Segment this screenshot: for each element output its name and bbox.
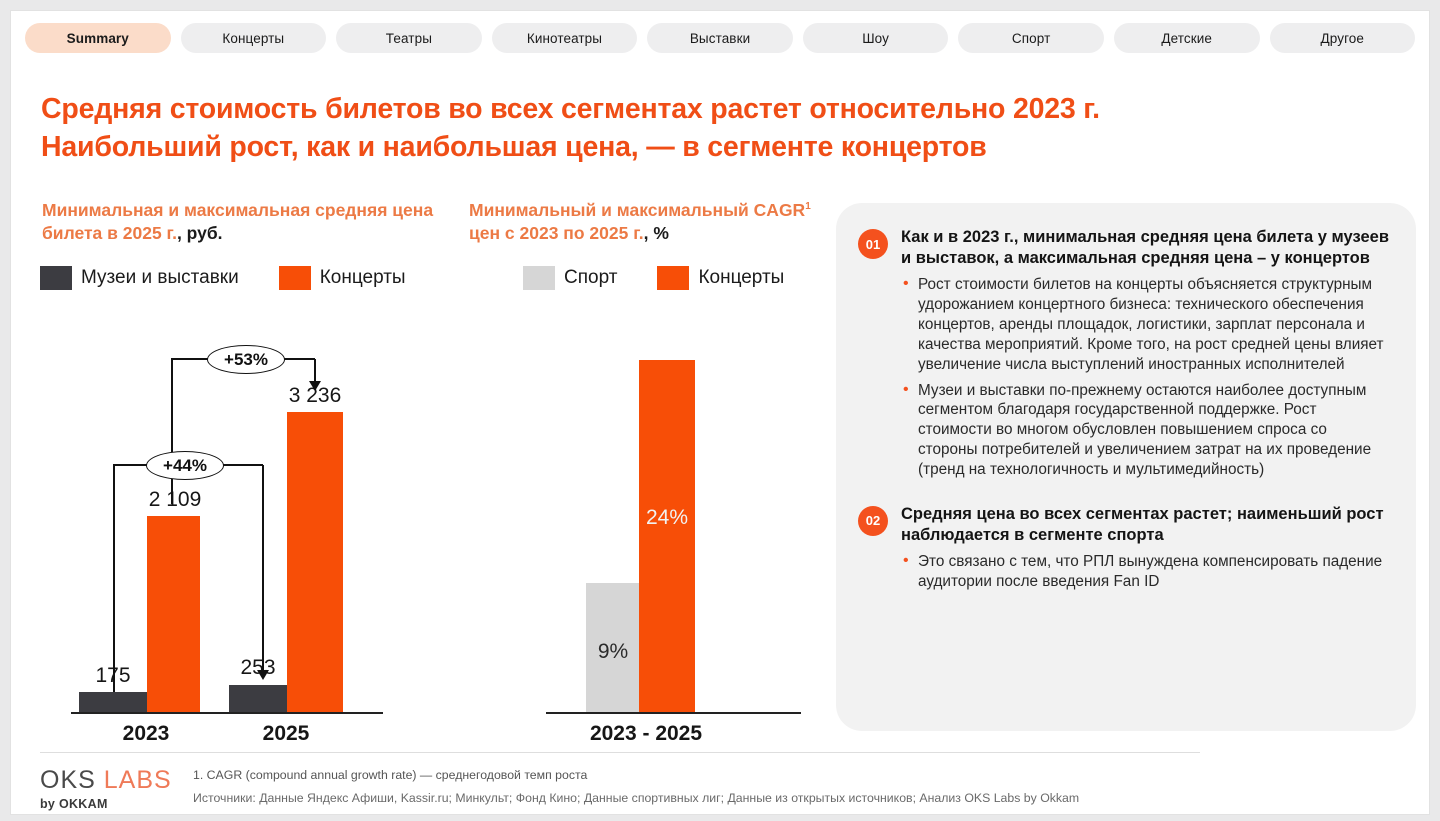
right-chart-title-main-a: Минимальный и максимальный CAGR [469, 200, 806, 220]
left-chart-xlabel-2023: 2023 [122, 722, 170, 745]
legend-label-koncerty: Концерты [319, 267, 406, 288]
insight-02: 02 Средняя цена во всех сегментах растет… [858, 504, 1390, 598]
oks-labs-logo: OKS LABS by OKKAM [40, 766, 172, 811]
bar-muzei-2023 [79, 692, 147, 712]
bar-sport-cagr [586, 583, 639, 712]
left-chart-title: Минимальная и максимальная средняя цена … [42, 199, 442, 245]
legend-item-koncerty-2: Концерты [657, 266, 784, 290]
callout-44-vertical-left [113, 465, 115, 692]
insight-02-points: Это связано с тем, что РПЛ вынуждена ком… [901, 551, 1390, 592]
insight-02-heading: Средняя цена во всех сегментах растет; н… [901, 504, 1384, 545]
bar-koncerty-2025 [287, 412, 343, 712]
tab-kinoteatry[interactable]: Кинотеатры [491, 23, 638, 53]
footnote-marker: 1 [805, 201, 811, 213]
legend-swatch-sport [523, 266, 555, 290]
logo-byline: by OKKAM [40, 797, 108, 811]
value-label-koncerty-cagr: 24% [645, 506, 689, 529]
callout-53-bubble: +53% [207, 345, 285, 374]
left-chart-title-main: Минимальная и максимальная средняя цена … [42, 200, 434, 244]
legend-swatch-koncerty-2 [657, 266, 690, 290]
insights-panel: 01 Как и в 2023 г., минимальная средняя … [836, 203, 1416, 731]
insight-01-body: Как и в 2023 г., минимальная средняя цен… [901, 227, 1390, 486]
value-label-sport-cagr: 9% [597, 640, 629, 663]
value-label-koncerty-2025: 3 236 [288, 384, 342, 407]
right-chart-title-main-b: цен с 2023 по 2025 г. [469, 223, 644, 244]
insight-01: 01 Как и в 2023 г., минимальная средняя … [858, 227, 1390, 486]
left-bar-chart: 175 2 109 253 3 236 +53% +44% 2023 2025 [71, 341, 401, 746]
legend-item-sport: Спорт [523, 266, 617, 290]
tab-detskie[interactable]: Детские [1113, 23, 1260, 53]
tab-sport[interactable]: Спорт [958, 23, 1104, 53]
legend-item-koncerty: Концерты [278, 266, 406, 290]
legend-label-koncerty-2: Концерты [698, 267, 785, 288]
segment-tab-bar: Summary Концерты Театры Кинотеатры Выста… [25, 23, 1416, 53]
insight-01-point-1: Рост стоимости билетов на концерты объяс… [901, 274, 1390, 374]
footnote-sources: Источники: Данные Яндекс Афиши, Kassir.r… [193, 791, 1080, 805]
legend-swatch-koncerty [278, 266, 311, 290]
bar-muzei-2025 [229, 685, 287, 712]
right-chart-title: Минимальный и максимальный CAGR1 цен с 2… [469, 199, 829, 245]
left-chart-axis [71, 712, 383, 714]
page-title: Средняя стоимость билетов во всех сегмен… [41, 93, 1100, 163]
value-label-koncerty-2023: 2 109 [148, 488, 202, 511]
right-chart-legend: Спорт Концерты [523, 266, 784, 290]
left-chart-title-unit: , руб. [176, 223, 223, 244]
bar-koncerty-2023 [147, 516, 200, 712]
insight-01-point-2: Музеи и выставки по-прежнему остаются на… [901, 380, 1390, 480]
tab-teatry[interactable]: Театры [336, 23, 482, 53]
legend-swatch-muzei [40, 266, 72, 290]
callout-53-arrowhead [309, 381, 321, 391]
tab-vystavki[interactable]: Выставки [647, 23, 793, 53]
tab-koncerty[interactable]: Концерты [180, 23, 327, 53]
right-chart-title-unit: , % [643, 223, 669, 244]
legend-label-muzei: Музеи и выставки [81, 267, 239, 288]
callout-53-vertical-left [171, 359, 173, 504]
callout-44-arrowhead [257, 670, 269, 680]
bar-koncerty-cagr [639, 360, 695, 712]
insight-01-heading: Как и в 2023 г., минимальная средняя цен… [901, 228, 1389, 268]
logo-oks: OKS [40, 766, 104, 794]
insight-01-badge: 01 [858, 229, 888, 259]
tab-drugoe[interactable]: Другое [1269, 23, 1416, 53]
callout-53-vertical-right [314, 359, 316, 381]
right-bar-chart: 9% 24% 2023 - 2025 [531, 341, 806, 746]
footer-divider [40, 752, 1200, 753]
logo-wordmark: OKS LABS [40, 766, 172, 795]
left-chart-legend: Музеи и выставки Концерты [40, 266, 406, 290]
right-chart-xlabel: 2023 - 2025 [589, 722, 703, 745]
legend-item-muzei: Музеи и выставки [40, 266, 239, 290]
tab-shou[interactable]: Шоу [802, 23, 949, 53]
footnote-cagr: 1. CAGR (compound annual growth rate) — … [193, 768, 588, 782]
callout-44-vertical-right [262, 465, 264, 670]
left-chart-xlabel-2025: 2025 [262, 722, 310, 745]
insight-01-points: Рост стоимости билетов на концерты объяс… [901, 274, 1390, 480]
logo-labs: LABS [103, 766, 172, 794]
legend-label-sport: Спорт [564, 267, 618, 288]
tab-summary[interactable]: Summary [25, 23, 171, 53]
insight-02-point-1: Это связано с тем, что РПЛ вынуждена ком… [901, 551, 1390, 592]
value-label-muzei-2023: 175 [83, 664, 143, 688]
insight-02-body: Средняя цена во всех сегментах растет; н… [901, 504, 1390, 598]
callout-44-bubble: +44% [146, 451, 224, 480]
slide-canvas: Summary Концерты Театры Кинотеатры Выста… [10, 10, 1430, 815]
right-chart-axis [546, 712, 801, 714]
insight-02-badge: 02 [858, 505, 888, 536]
